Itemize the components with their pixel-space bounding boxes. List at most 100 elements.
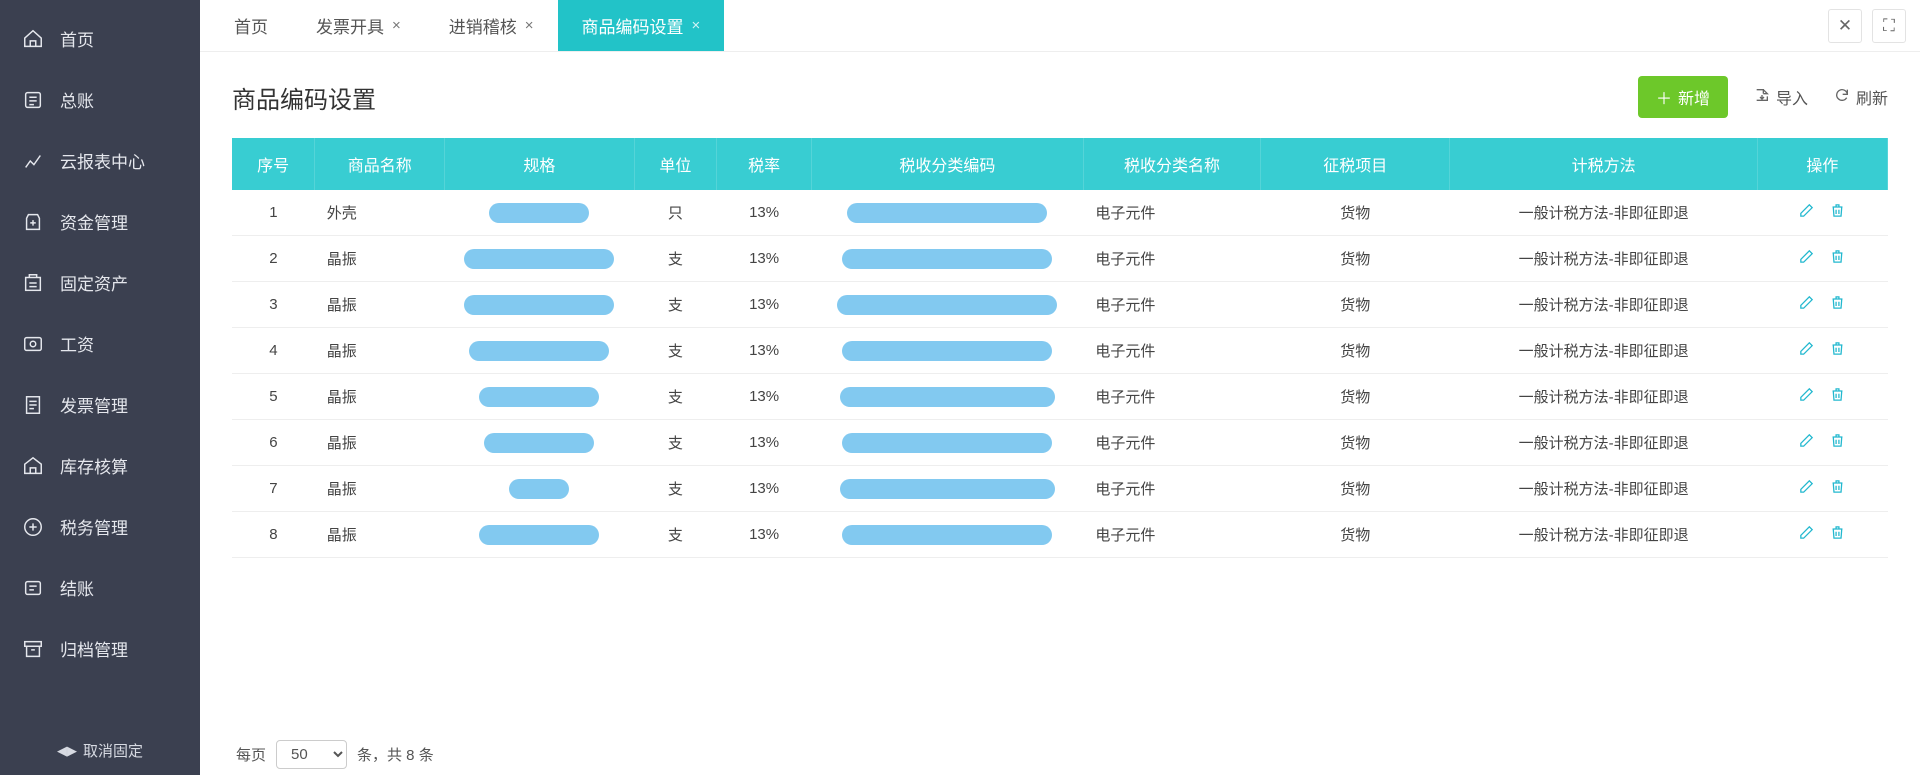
col-unit: 单位 <box>634 138 717 190</box>
cell-rate: 13% <box>717 328 812 374</box>
delete-icon[interactable] <box>1829 340 1846 357</box>
cell-rate: 13% <box>717 282 812 328</box>
table-wrapper: 序号商品名称规格单位税率税收分类编码税收分类名称征税项目计税方法操作 1外壳只1… <box>232 138 1888 722</box>
delete-icon[interactable] <box>1829 202 1846 219</box>
col-name: 商品名称 <box>315 138 445 190</box>
edit-icon[interactable] <box>1798 294 1815 311</box>
cell-taxitem: 货物 <box>1261 190 1450 236</box>
row-ops <box>1798 294 1846 311</box>
import-button-label: 导入 <box>1776 85 1808 109</box>
cell-ops <box>1757 512 1887 558</box>
redacted-taxcode <box>842 433 1052 453</box>
fullscreen-icon: ⛶ <box>1883 16 1895 36</box>
sidebar-item-asset[interactable]: 固定资产 <box>0 252 200 313</box>
table-row: 7晶振支13%电子元件货物一般计税方法-非即征即退 <box>232 466 1888 512</box>
cell-taxname: 电子元件 <box>1083 236 1260 282</box>
cell-seq: 2 <box>232 236 315 282</box>
table-header-row: 序号商品名称规格单位税率税收分类编码税收分类名称征税项目计税方法操作 <box>232 138 1888 190</box>
add-button[interactable]: ＋ 新增 <box>1638 76 1728 118</box>
cell-ops <box>1757 328 1887 374</box>
sidebar: 首页总账云报表中心资金管理固定资产工资发票管理库存核算税务管理结账归档管理 ◀▶… <box>0 0 200 775</box>
cell-taxname: 电子元件 <box>1083 466 1260 512</box>
refresh-button[interactable]: 刷新 <box>1834 85 1888 109</box>
refresh-icon <box>1834 87 1850 108</box>
salary-icon <box>22 333 44 355</box>
table-row: 2晶振支13%电子元件货物一般计税方法-非即征即退 <box>232 236 1888 282</box>
cell-ops <box>1757 420 1887 466</box>
cell-seq: 1 <box>232 190 315 236</box>
tab[interactable]: 首页 <box>210 0 292 51</box>
sidebar-item-fund[interactable]: 资金管理 <box>0 191 200 252</box>
delete-icon[interactable] <box>1829 432 1846 449</box>
tab-label: 进销稽核 <box>449 13 517 38</box>
col-seq: 序号 <box>232 138 315 190</box>
cell-taxitem: 货物 <box>1261 466 1450 512</box>
row-ops <box>1798 340 1846 357</box>
tab-label: 发票开具 <box>316 13 384 38</box>
cell-ops <box>1757 282 1887 328</box>
cell-spec <box>445 420 634 466</box>
table-row: 3晶振支13%电子元件货物一般计税方法-非即征即退 <box>232 282 1888 328</box>
cell-taxitem: 货物 <box>1261 512 1450 558</box>
delete-icon[interactable] <box>1829 294 1846 311</box>
sidebar-item-tax[interactable]: 税务管理 <box>0 496 200 557</box>
sidebar-item-archive[interactable]: 归档管理 <box>0 618 200 679</box>
edit-icon[interactable] <box>1798 248 1815 265</box>
import-button[interactable]: 导入 <box>1754 85 1808 109</box>
sidebar-item-label: 归档管理 <box>60 636 128 661</box>
tab-close-icon[interactable]: × <box>525 17 534 34</box>
cell-taxcode <box>811 512 1083 558</box>
tab-close-icon[interactable]: × <box>392 17 401 34</box>
edit-icon[interactable] <box>1798 202 1815 219</box>
redacted-spec <box>464 295 614 315</box>
cell-method: 一般计税方法-非即征即退 <box>1450 190 1757 236</box>
cell-name: 晶振 <box>315 420 445 466</box>
sidebar-item-chart[interactable]: 云报表中心 <box>0 130 200 191</box>
cell-taxitem: 货物 <box>1261 328 1450 374</box>
pagination: 每页 50 条，共 8 条 <box>232 722 1888 775</box>
sidebar-item-ledger[interactable]: 总账 <box>0 69 200 130</box>
edit-icon[interactable] <box>1798 386 1815 403</box>
cell-seq: 7 <box>232 466 315 512</box>
edit-icon[interactable] <box>1798 524 1815 541</box>
sidebar-item-salary[interactable]: 工资 <box>0 313 200 374</box>
main-area: 首页发票开具×进销稽核×商品编码设置× ✕ ⛶ 商品编码设置 ＋ 新增 <box>200 0 1920 775</box>
cell-rate: 13% <box>717 236 812 282</box>
cell-method: 一般计税方法-非即征即退 <box>1450 466 1757 512</box>
page-actions: ＋ 新增 导入 刷新 <box>1638 76 1888 118</box>
delete-icon[interactable] <box>1829 386 1846 403</box>
tab[interactable]: 发票开具 × <box>292 0 425 51</box>
delete-icon[interactable] <box>1829 248 1846 265</box>
cell-rate: 13% <box>717 190 812 236</box>
tab[interactable]: 商品编码设置× <box>558 0 725 51</box>
sidebar-item-stock[interactable]: 库存核算 <box>0 435 200 496</box>
tab-close-icon[interactable]: × <box>692 17 701 34</box>
tabbar-right: ✕ ⛶ <box>1828 0 1920 51</box>
close-icon: ✕ <box>1838 16 1852 36</box>
tab[interactable]: 进销稽核 × <box>425 0 558 51</box>
fullscreen-button[interactable]: ⛶ <box>1872 9 1906 43</box>
close-all-tabs-button[interactable]: ✕ <box>1828 9 1862 43</box>
sidebar-unpin[interactable]: ◀▶ 取消固定 <box>0 726 200 775</box>
edit-icon[interactable] <box>1798 432 1815 449</box>
cell-seq: 3 <box>232 282 315 328</box>
cell-unit: 支 <box>634 236 717 282</box>
cell-rate: 13% <box>717 374 812 420</box>
cell-name: 晶振 <box>315 236 445 282</box>
sidebar-item-home[interactable]: 首页 <box>0 8 200 69</box>
cell-name: 晶振 <box>315 466 445 512</box>
chart-icon <box>22 150 44 172</box>
delete-icon[interactable] <box>1829 478 1846 495</box>
cell-unit: 支 <box>634 282 717 328</box>
cell-ops <box>1757 190 1887 236</box>
sidebar-item-closing[interactable]: 结账 <box>0 557 200 618</box>
sidebar-item-invoice[interactable]: 发票管理 <box>0 374 200 435</box>
delete-icon[interactable] <box>1829 524 1846 541</box>
edit-icon[interactable] <box>1798 340 1815 357</box>
edit-icon[interactable] <box>1798 478 1815 495</box>
redacted-spec <box>464 249 614 269</box>
cell-spec <box>445 466 634 512</box>
per-page-select[interactable]: 50 <box>276 740 347 769</box>
cell-spec <box>445 236 634 282</box>
cell-name: 晶振 <box>315 282 445 328</box>
